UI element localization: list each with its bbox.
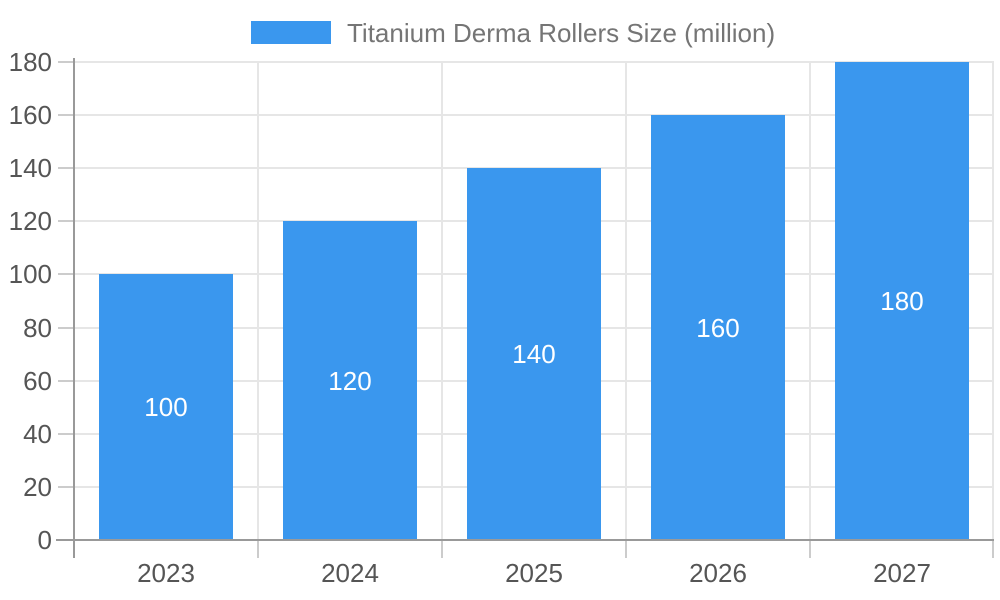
bar-value-label: 140 bbox=[512, 339, 556, 369]
y-axis-tick bbox=[58, 379, 74, 382]
gridline-vertical bbox=[992, 62, 994, 540]
y-axis-tick-label: 100 bbox=[8, 259, 52, 290]
gridline-vertical bbox=[441, 62, 443, 540]
gridline-vertical bbox=[809, 62, 811, 540]
y-axis-tick bbox=[58, 114, 74, 117]
y-axis-tick-label: 0 bbox=[37, 525, 52, 555]
x-axis-line bbox=[56, 539, 994, 541]
x-axis-category-label: 2025 bbox=[505, 558, 563, 588]
bar-value-label: 120 bbox=[328, 366, 372, 396]
legend-swatch bbox=[251, 21, 331, 44]
plot-area: 100 120 140 160 180 0 20 40 60 80 100 120 140 160 180 2… bbox=[9, 49, 994, 587]
y-axis-tick-label: 80 bbox=[23, 312, 52, 343]
y-axis-tick-label: 120 bbox=[8, 206, 52, 237]
gridline-vertical bbox=[625, 62, 627, 540]
y-axis-tick-label: 20 bbox=[23, 471, 52, 502]
chart-legend: Titanium Derma Rollers Size (million) bbox=[0, 0, 1000, 50]
bar-value-label: 180 bbox=[880, 286, 924, 316]
y-axis-tick-label: 60 bbox=[23, 365, 52, 396]
bar-value-label: 100 bbox=[144, 392, 188, 422]
x-axis-tick bbox=[441, 540, 443, 558]
y-axis-tick bbox=[58, 326, 74, 329]
x-axis-category-label: 2023 bbox=[137, 558, 195, 588]
bar-2026[interactable] bbox=[651, 115, 785, 540]
gridline-vertical bbox=[257, 62, 259, 540]
x-axis-category-label: 2027 bbox=[873, 558, 931, 588]
gridline-horizontal bbox=[74, 114, 994, 117]
x-axis-tick bbox=[992, 540, 994, 558]
y-axis-tick bbox=[58, 220, 74, 223]
y-axis-tick bbox=[58, 167, 74, 170]
x-axis-category-label: 2024 bbox=[321, 558, 379, 588]
bar-2025[interactable] bbox=[467, 168, 601, 540]
y-axis-tick-label: 160 bbox=[8, 100, 52, 131]
bar-value-label: 160 bbox=[696, 313, 740, 343]
y-axis-tick bbox=[58, 61, 74, 63]
x-axis-tick bbox=[257, 540, 259, 558]
x-axis-tick bbox=[625, 540, 627, 558]
x-axis-category-label: 2026 bbox=[689, 558, 747, 588]
bar-2024[interactable] bbox=[283, 221, 417, 540]
y-axis-line bbox=[73, 58, 75, 558]
bar-2027[interactable] bbox=[835, 62, 969, 540]
y-axis-tick-label: 180 bbox=[8, 47, 52, 77]
y-axis-tick-label: 40 bbox=[23, 418, 52, 449]
legend-label: Titanium Derma Rollers Size (million) bbox=[347, 18, 776, 48]
y-axis-tick bbox=[58, 273, 74, 276]
bar-2023[interactable] bbox=[99, 274, 233, 540]
y-axis-tick-label: 140 bbox=[8, 153, 52, 184]
y-axis-tick bbox=[58, 432, 74, 435]
gridline-horizontal bbox=[74, 61, 994, 63]
x-axis-tick bbox=[809, 540, 811, 558]
y-axis-tick bbox=[58, 485, 74, 488]
